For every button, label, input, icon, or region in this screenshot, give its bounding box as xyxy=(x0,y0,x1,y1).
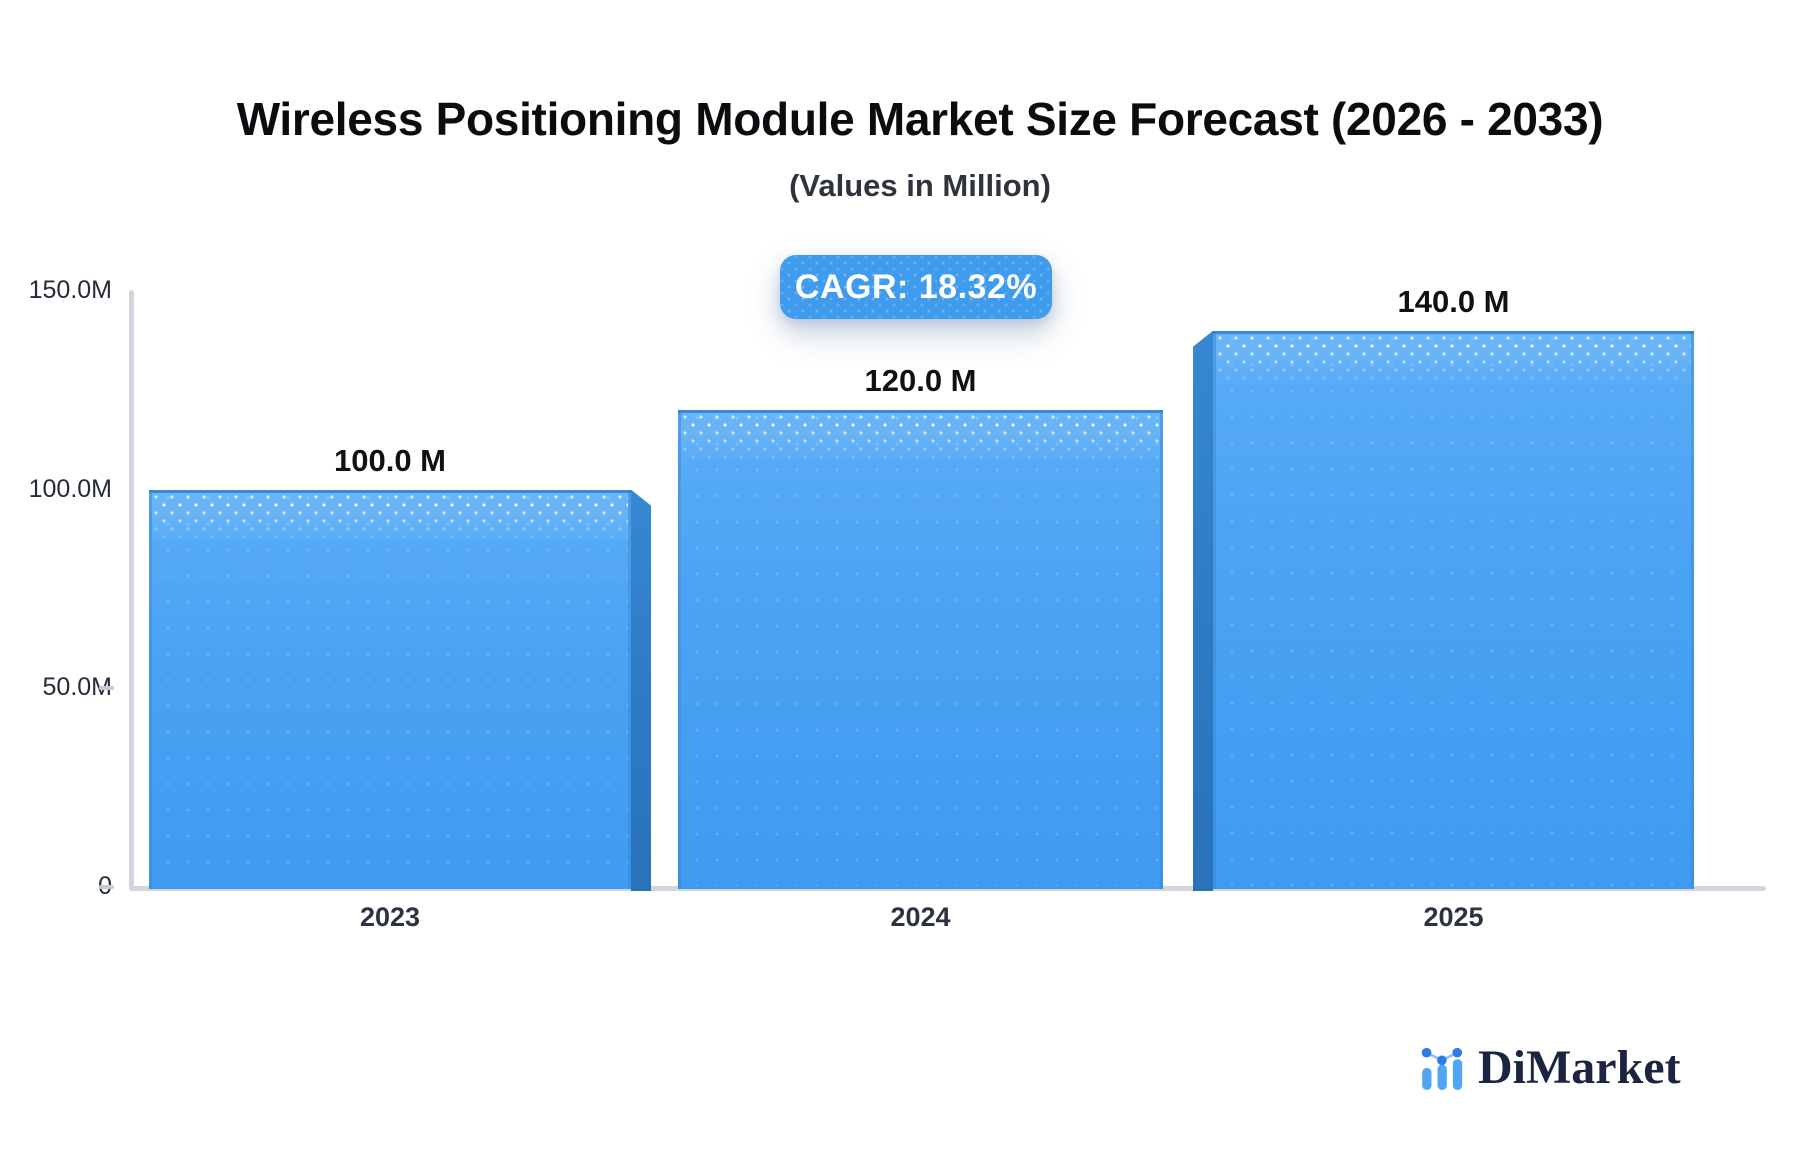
bar-2023 xyxy=(149,489,631,889)
bar-3d-side-2025 xyxy=(1193,330,1213,891)
y-tick-label: 50.0M xyxy=(42,673,112,702)
brand-logo: DiMarket xyxy=(1420,1040,1681,1096)
chart-subtitle: (Values in Million) xyxy=(789,168,1051,203)
y-tick-label: 100.0M xyxy=(28,474,112,503)
bar-body-texture xyxy=(681,413,1160,886)
bar-top-texture xyxy=(152,492,628,545)
brand-name: DiMarket xyxy=(1478,1041,1681,1094)
bar-top-texture xyxy=(1216,333,1691,386)
cagr-badge: CAGR: 18.32% xyxy=(780,255,1052,319)
x-axis-label-2025: 2025 xyxy=(1423,902,1484,932)
bar-value-label-2023: 100.0 M xyxy=(333,442,446,478)
bar-value-label-2025: 140.0 M xyxy=(1397,283,1510,319)
y-tick-mark xyxy=(99,885,114,889)
x-axis-label-2023: 2023 xyxy=(359,902,421,932)
chart-title: Wireless Positioning Module Market Size … xyxy=(236,93,1604,145)
bar-top-texture xyxy=(681,413,1160,466)
dimarket-logo-icon xyxy=(1421,1047,1463,1090)
bar-2024 xyxy=(678,410,1163,889)
bar-2025 xyxy=(1213,330,1694,889)
y-tick-label: 0 xyxy=(0,874,112,899)
bar-body-texture xyxy=(152,492,628,886)
bar-body-texture xyxy=(1216,333,1691,886)
cagr-badge-text: CAGR: 18.32% xyxy=(794,267,1038,306)
x-axis-label-2024: 2024 xyxy=(890,902,951,932)
y-tick-label: 150.0M xyxy=(28,276,112,304)
y-tick-mark xyxy=(99,686,114,691)
bar-3d-side-2023 xyxy=(631,489,651,891)
bar-value-label-2024: 120.0 M xyxy=(864,363,977,399)
y-axis-line xyxy=(129,290,134,889)
